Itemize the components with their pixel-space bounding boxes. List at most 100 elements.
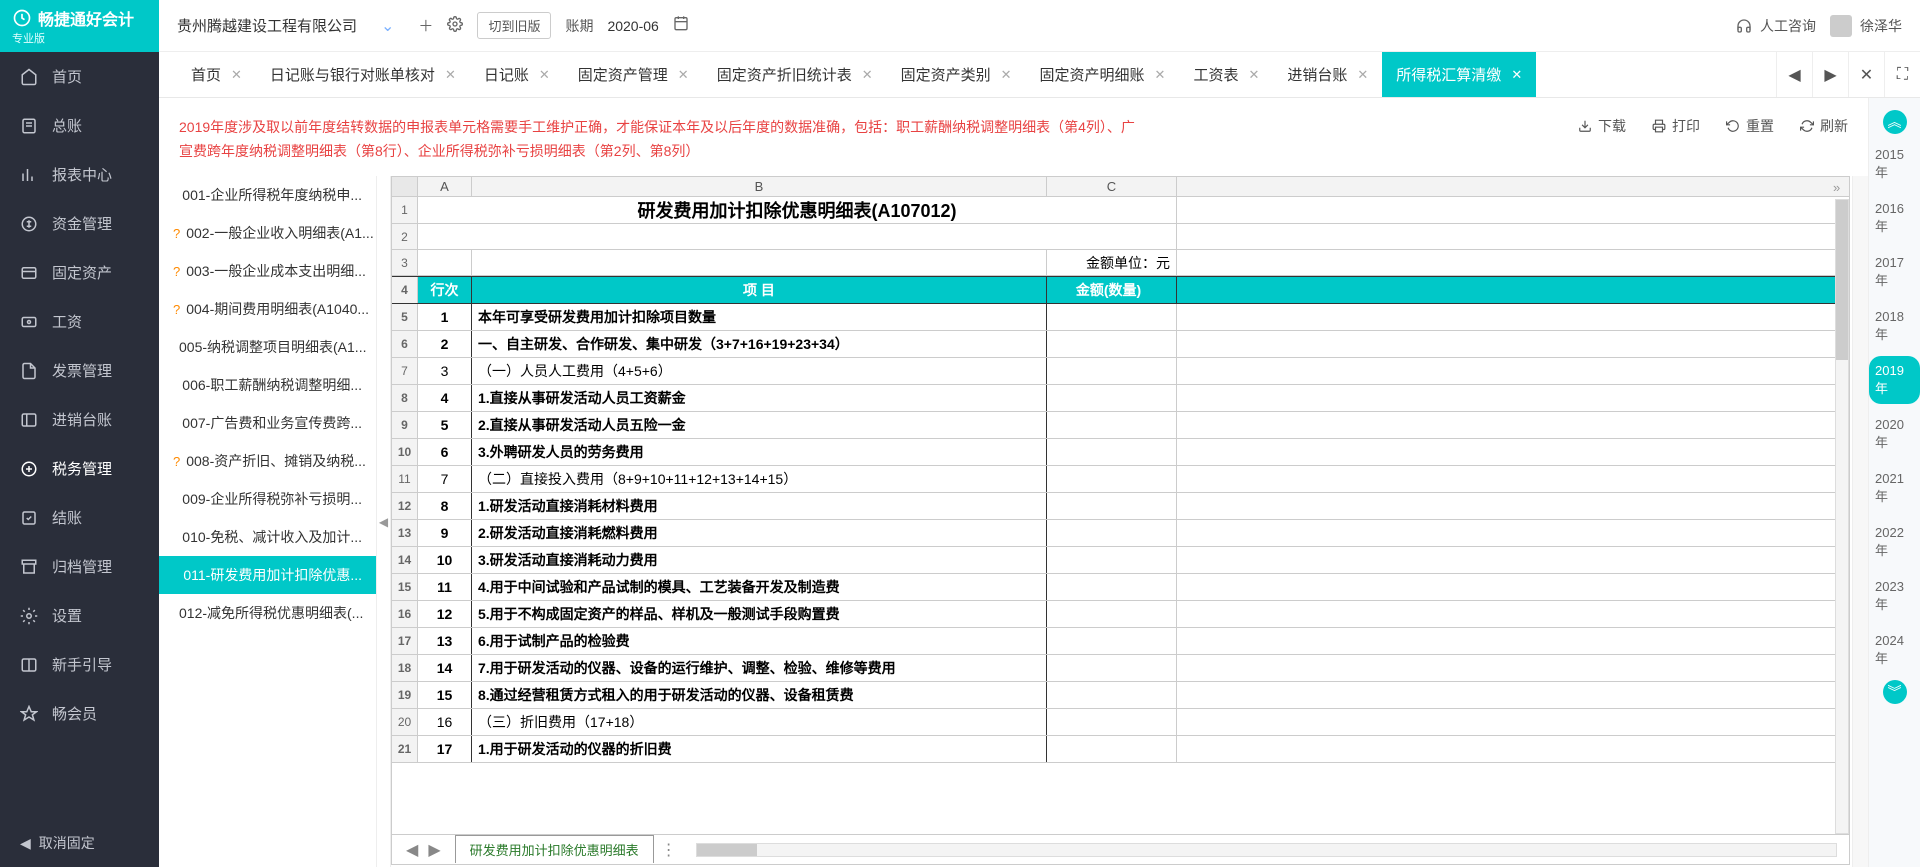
- cell-c[interactable]: [1047, 466, 1177, 492]
- tab-close-icon[interactable]: ✕: [1511, 67, 1522, 83]
- cell-c[interactable]: [1047, 601, 1177, 627]
- report-item[interactable]: 011-研发费用加计扣除优惠...: [159, 556, 376, 594]
- cell-b[interactable]: 2.研发活动直接消耗燃料费用: [472, 520, 1047, 546]
- add-icon[interactable]: ＋: [418, 15, 433, 36]
- cell-b[interactable]: 7.用于研发活动的仪器、设备的运行维护、调整、检验、维修等费用: [472, 655, 1047, 681]
- sheet-nav-arrows[interactable]: ◀▶: [392, 840, 455, 860]
- report-item[interactable]: 005-纳税调整项目明细表(A1...: [159, 328, 376, 366]
- vertical-scrollbar[interactable]: [1835, 199, 1849, 834]
- cell-c[interactable]: [1047, 304, 1177, 330]
- report-item[interactable]: 009-企业所得税弥补亏损明...: [159, 480, 376, 518]
- year-item[interactable]: 2022年: [1869, 518, 1920, 566]
- cell-b[interactable]: 3.研发活动直接消耗动力费用: [472, 547, 1047, 573]
- tab-close-icon[interactable]: ✕: [862, 67, 873, 83]
- cell-a[interactable]: 17: [418, 736, 472, 762]
- year-item[interactable]: 2017年: [1869, 248, 1920, 296]
- cell-b[interactable]: 一、自主研发、合作研发、集中研发（3+7+16+19+23+34）: [472, 331, 1047, 357]
- cell-c[interactable]: [1047, 682, 1177, 708]
- row-number[interactable]: 11: [392, 466, 418, 492]
- year-item[interactable]: 2023年: [1869, 572, 1920, 620]
- row-number[interactable]: 9: [392, 412, 418, 438]
- year-scroll-down-icon[interactable]: ︾: [1883, 680, 1907, 704]
- cell-c[interactable]: [1047, 709, 1177, 735]
- row-number[interactable]: 10: [392, 439, 418, 465]
- print-button[interactable]: 打印: [1652, 116, 1700, 136]
- collapse-panel-icon[interactable]: ◀: [377, 176, 391, 867]
- tab-expand-icon[interactable]: ⛶: [1884, 52, 1920, 97]
- row-number[interactable]: 18: [392, 655, 418, 681]
- tab[interactable]: 固定资产类别✕: [887, 52, 1026, 97]
- nav-item-report[interactable]: 报表中心: [0, 150, 159, 199]
- cell-b[interactable]: 4.用于中间试验和产品试制的模具、工艺装备开发及制造费: [472, 574, 1047, 600]
- help-icon[interactable]: ?: [173, 454, 180, 469]
- year-item[interactable]: 2019年: [1869, 356, 1920, 404]
- cell-b[interactable]: 1.直接从事研发活动人员工资薪金: [472, 385, 1047, 411]
- cell-b[interactable]: 2.直接从事研发活动人员五险一金: [472, 412, 1047, 438]
- unpin-button[interactable]: ◀取消固定: [0, 819, 159, 867]
- user-menu[interactable]: 徐泽华: [1830, 15, 1902, 37]
- grid[interactable]: 1研发费用加计扣除优惠明细表(A107012)23金额单位：元4行次项 目金额(…: [392, 197, 1849, 834]
- nav-item-jinxiao[interactable]: 进销台账: [0, 395, 159, 444]
- report-item[interactable]: ?008-资产折旧、摊销及纳税...: [159, 442, 376, 480]
- cell-b[interactable]: 本年可享受研发费用加计扣除项目数量: [472, 304, 1047, 330]
- year-item[interactable]: 2018年: [1869, 302, 1920, 350]
- tab-close-icon[interactable]: ✕: [445, 67, 456, 83]
- tab-close-icon[interactable]: ✕: [539, 67, 550, 83]
- calendar-icon[interactable]: [673, 15, 689, 36]
- tab[interactable]: 进销台账✕: [1273, 52, 1382, 97]
- tab-close-icon[interactable]: ✕: [1155, 67, 1166, 83]
- tab[interactable]: 固定资产管理✕: [564, 52, 703, 97]
- download-button[interactable]: 下载: [1578, 116, 1626, 136]
- nav-item-guide[interactable]: 新手引导: [0, 640, 159, 689]
- tab[interactable]: 工资表✕: [1179, 52, 1273, 97]
- col-header-c[interactable]: C: [1047, 177, 1177, 196]
- cell-a[interactable]: 9: [418, 520, 472, 546]
- help-icon[interactable]: ?: [173, 302, 180, 317]
- cell-c[interactable]: [1047, 736, 1177, 762]
- company-name[interactable]: 贵州腾越建设工程有限公司: [177, 15, 357, 36]
- cell-a[interactable]: 16: [418, 709, 472, 735]
- cell-c[interactable]: [1047, 331, 1177, 357]
- row-number[interactable]: 7: [392, 358, 418, 384]
- old-version-button[interactable]: 切到旧版: [477, 12, 551, 39]
- report-item[interactable]: 010-免税、减计收入及加计...: [159, 518, 376, 556]
- cell-a[interactable]: 10: [418, 547, 472, 573]
- sheet-tab[interactable]: 研发费用加计扣除优惠明细表: [455, 835, 654, 863]
- cell-a[interactable]: 2: [418, 331, 472, 357]
- cell-b[interactable]: （三）折旧费用（17+18）: [472, 709, 1047, 735]
- tab[interactable]: 日记账✕: [470, 52, 564, 97]
- report-item[interactable]: 012-减免所得税优惠明细表(...: [159, 594, 376, 632]
- tab-close-all-icon[interactable]: ✕: [1848, 52, 1884, 97]
- cell-c[interactable]: [1047, 574, 1177, 600]
- row-number[interactable]: 14: [392, 547, 418, 573]
- nav-item-invoice[interactable]: 发票管理: [0, 346, 159, 395]
- report-item[interactable]: 006-职工薪酬纳税调整明细...: [159, 366, 376, 404]
- nav-item-settings[interactable]: 设置: [0, 591, 159, 640]
- cell-a[interactable]: 1: [418, 304, 472, 330]
- cell-c[interactable]: [1047, 385, 1177, 411]
- tab[interactable]: 首页✕: [177, 52, 256, 97]
- tab-close-icon[interactable]: ✕: [231, 67, 242, 83]
- cell-a[interactable]: 6: [418, 439, 472, 465]
- year-item[interactable]: 2016年: [1869, 194, 1920, 242]
- row-number[interactable]: 5: [392, 304, 418, 330]
- cell-b[interactable]: （二）直接投入费用（8+9+10+11+12+13+14+15）: [472, 466, 1047, 492]
- cell-c[interactable]: [1047, 547, 1177, 573]
- col-header-a[interactable]: A: [418, 177, 472, 196]
- year-item[interactable]: 2021年: [1869, 464, 1920, 512]
- cell-a[interactable]: 8: [418, 493, 472, 519]
- cell-b[interactable]: 6.用于试制产品的检验费: [472, 628, 1047, 654]
- report-item[interactable]: ?004-期间费用明细表(A1040...: [159, 290, 376, 328]
- cell[interactable]: 研发费用加计扣除优惠明细表(A107012): [418, 197, 1177, 223]
- tab-next-icon[interactable]: ▶: [1812, 52, 1848, 97]
- report-item[interactable]: 007-广告费和业务宣传费跨...: [159, 404, 376, 442]
- cell-c[interactable]: [1047, 439, 1177, 465]
- row-number[interactable]: 13: [392, 520, 418, 546]
- tab-close-icon[interactable]: ✕: [678, 67, 689, 83]
- help-icon[interactable]: ?: [173, 226, 180, 241]
- refresh-button[interactable]: 刷新: [1800, 116, 1848, 136]
- cell-b[interactable]: 3.外聘研发人员的劳务费用: [472, 439, 1047, 465]
- cell-a[interactable]: 5: [418, 412, 472, 438]
- nav-item-fund[interactable]: 资金管理: [0, 199, 159, 248]
- report-item[interactable]: 001-企业所得税年度纳税申...: [159, 176, 376, 214]
